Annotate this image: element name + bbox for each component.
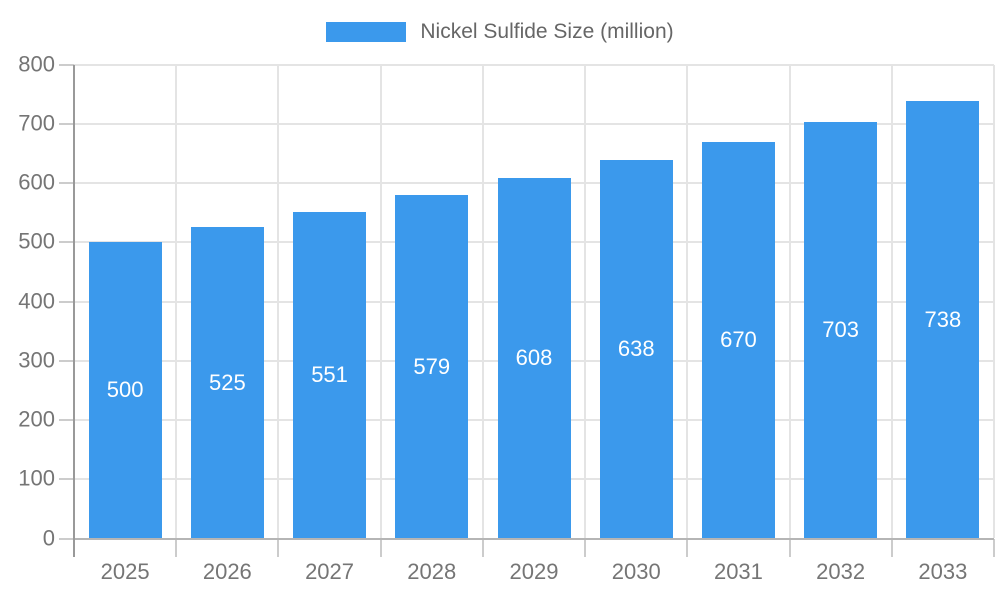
y-tick-label: 600: [18, 169, 55, 195]
y-axis-tick: [59, 537, 74, 540]
x-axis-tick: [584, 538, 587, 557]
x-axis-tick: [788, 538, 791, 557]
y-tick-label: 400: [18, 288, 55, 314]
x-tick-label: 2032: [816, 558, 866, 584]
bar-value-label: 703: [822, 316, 860, 342]
y-axis-tick: [59, 300, 74, 303]
bar[interactable]: 670: [701, 141, 775, 538]
gridline-v: [993, 64, 995, 538]
gridline-v: [686, 64, 689, 538]
legend-label: Nickel Sulfide Size (million): [420, 20, 674, 43]
bar[interactable]: 608: [497, 178, 571, 538]
x-tick-label: 2026: [202, 558, 252, 584]
gridline-h: [74, 63, 994, 66]
y-tick-label: 100: [18, 465, 55, 491]
bar-value-label: 670: [720, 326, 757, 352]
x-tick-label: 2027: [305, 558, 355, 584]
x-tick-label: 2028: [407, 558, 457, 584]
bar-value-label: 579: [413, 353, 451, 379]
y-axis-tick: [59, 419, 74, 421]
bar-value-label: 608: [515, 345, 553, 371]
gridline-v: [277, 64, 280, 538]
x-tick-label: 2033: [918, 558, 968, 584]
bar[interactable]: 579: [395, 195, 469, 538]
x-tick-label: 2025: [100, 558, 150, 584]
gridline-v: [890, 64, 893, 538]
y-tick-label: 300: [18, 347, 55, 373]
x-axis-tick: [379, 538, 382, 557]
x-axis-tick: [993, 538, 995, 557]
bar-value-label: 551: [311, 362, 348, 387]
bar[interactable]: 703: [804, 121, 878, 538]
bar[interactable]: 500: [88, 242, 162, 538]
bar-value-label: 500: [106, 377, 144, 403]
gridline-v: [379, 64, 382, 538]
legend-swatch-icon: [326, 22, 407, 42]
y-axis-tick: [59, 182, 74, 184]
bar-value-label: 525: [208, 369, 246, 395]
y-tick-label: 800: [18, 51, 55, 77]
y-tick-label: 700: [18, 110, 55, 136]
x-axis-line: [74, 537, 994, 540]
x-axis-tick: [686, 538, 689, 557]
gridline-v: [481, 64, 484, 538]
bar-value-label: 738: [924, 306, 962, 332]
y-axis-tick: [59, 122, 74, 125]
bar[interactable]: 551: [293, 212, 367, 538]
y-tick-label: 200: [18, 406, 55, 432]
y-axis-tick: [59, 478, 74, 481]
x-tick-label: 2031: [713, 558, 763, 584]
y-tick-label: 0: [42, 525, 55, 551]
gridline-v: [788, 64, 791, 538]
y-axis-tick: [59, 359, 74, 362]
legend[interactable]: Nickel Sulfide Size (million): [0, 20, 1000, 44]
y-tick-label: 500: [18, 228, 55, 254]
x-axis-tick: [175, 538, 178, 557]
gridline-v: [584, 64, 587, 538]
y-axis-line: [73, 64, 75, 557]
x-axis-tick: [481, 538, 484, 557]
x-axis-tick: [890, 538, 893, 557]
gridline-v: [175, 64, 178, 538]
bar[interactable]: 525: [190, 227, 264, 538]
bar[interactable]: 638: [599, 160, 673, 538]
gridline-h: [74, 122, 994, 125]
x-tick-label: 2030: [611, 558, 661, 584]
y-axis-tick: [59, 241, 74, 244]
y-axis-tick: [59, 63, 74, 66]
x-axis-tick: [277, 538, 280, 557]
bar[interactable]: 738: [906, 101, 980, 538]
bar-value-label: 638: [617, 336, 655, 362]
x-tick-label: 2029: [509, 558, 559, 584]
